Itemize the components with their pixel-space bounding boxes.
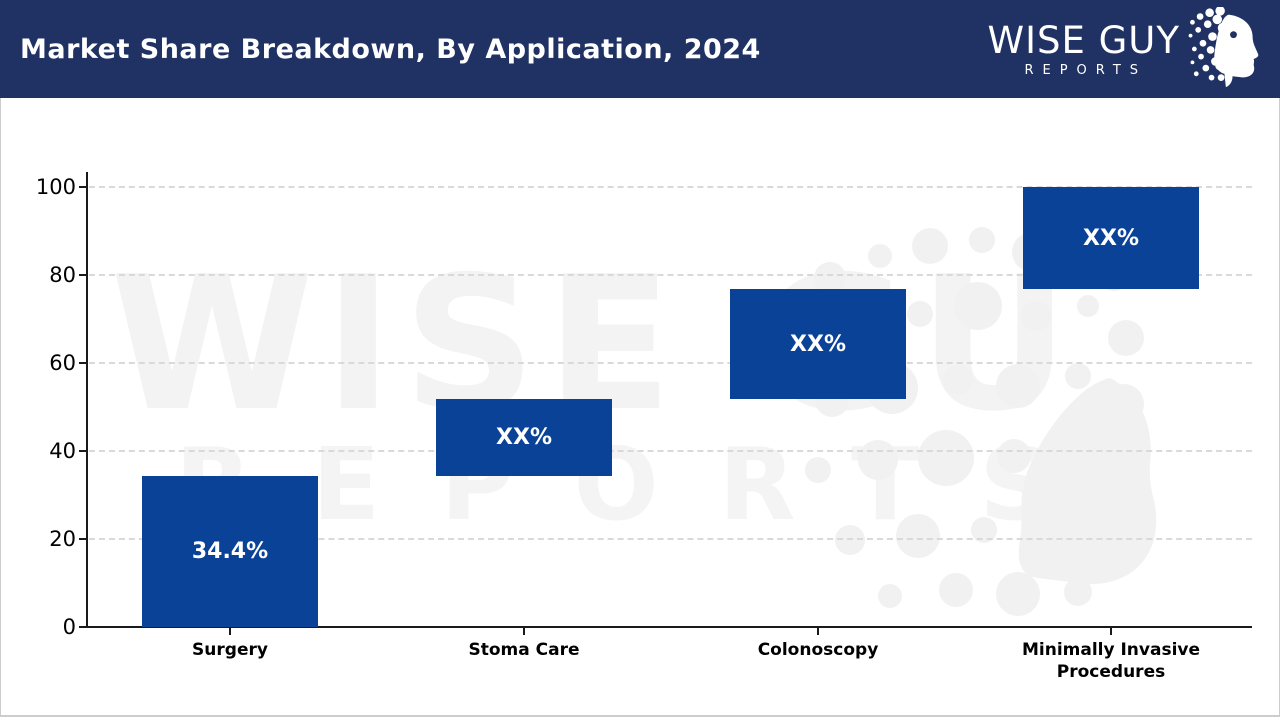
category-label-3: Minimally Invasive Procedures	[1021, 640, 1201, 682]
category-label-0: Surgery	[192, 640, 268, 660]
bar-stoma-care: XX%	[436, 399, 612, 476]
logo-name: WISE GUY	[987, 18, 1180, 62]
header-bar: Market Share Breakdown, By Application, …	[0, 0, 1280, 98]
x-tick-2	[817, 628, 819, 635]
category-label-2: Colonoscopy	[757, 640, 879, 660]
category-label-1: Stoma Care	[468, 640, 580, 660]
x-tick-1	[523, 628, 525, 635]
y-tick-label-40: 40	[49, 439, 76, 463]
y-tick-20	[79, 538, 86, 540]
y-tick-60	[79, 362, 86, 364]
bar-value-label: XX%	[1083, 225, 1139, 251]
wise-guy-logo: WISE GUY REPORTS	[988, 6, 1262, 92]
bar-value-label: 34.4%	[191, 538, 269, 564]
y-tick-label-100: 100	[35, 175, 76, 199]
y-tick-80	[79, 274, 86, 276]
y-tick-label-60: 60	[49, 351, 76, 375]
gridline-100	[89, 186, 1252, 188]
bar-value-label: XX%	[790, 331, 846, 357]
bar-value-label: XX%	[496, 424, 552, 450]
logo-head-icon	[1188, 7, 1259, 88]
gridline-20	[89, 538, 1252, 540]
gridline-80	[89, 274, 1252, 276]
page-border	[0, 98, 1280, 717]
y-tick-100	[79, 186, 86, 188]
x-axis	[86, 626, 1252, 628]
y-tick-label-0: 0	[62, 615, 76, 639]
x-tick-0	[229, 628, 231, 635]
y-axis	[86, 172, 88, 628]
bar-colonoscopy: XX%	[730, 289, 906, 400]
logo-sub: REPORTS	[1024, 62, 1148, 78]
bar-minimally-invasive-procedures: XX%	[1023, 187, 1199, 290]
x-tick-3	[1110, 628, 1112, 635]
y-tick-0	[79, 626, 86, 628]
y-tick-label-20: 20	[49, 527, 76, 551]
gridline-40	[89, 450, 1252, 452]
y-tick-40	[79, 450, 86, 452]
logo-text: WISE GUY REPORTS	[987, 18, 1180, 78]
gridline-60	[89, 362, 1252, 364]
page-title: Market Share Breakdown, By Application, …	[20, 33, 761, 65]
watermark-head-icon	[799, 227, 1157, 616]
y-tick-label-80: 80	[49, 263, 76, 287]
bar-surgery: 34.4%	[142, 475, 318, 627]
